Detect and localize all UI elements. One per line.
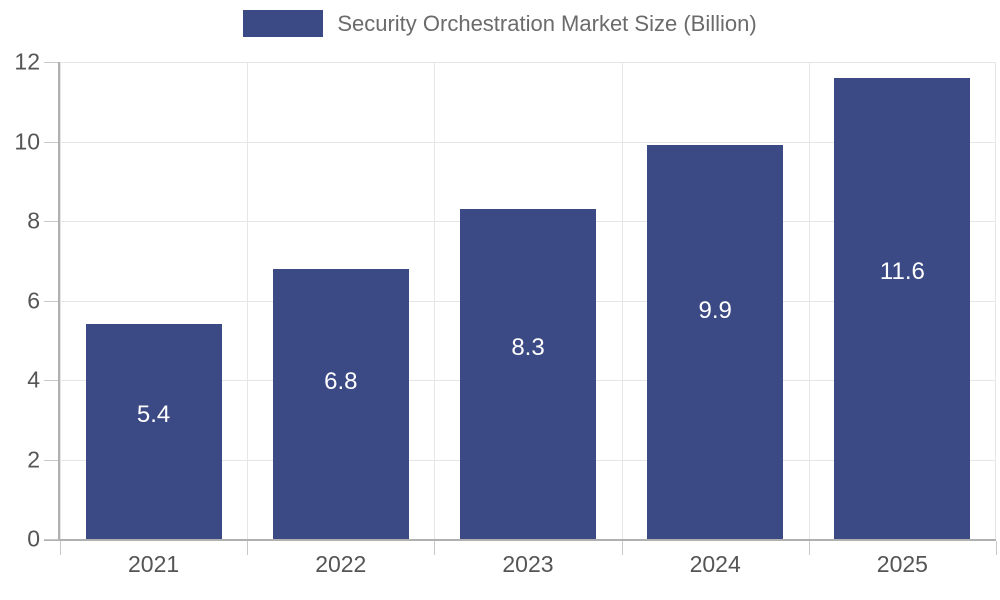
x-axis-tick-label: 2025 xyxy=(876,551,928,577)
y-axis-tick-label: 12 xyxy=(14,48,40,75)
x-axis-tick-label: 2021 xyxy=(128,551,180,577)
y-axis-tick-label: 8 xyxy=(27,207,40,234)
vertical-gridline xyxy=(809,62,810,539)
chart-legend: Security Orchestration Market Size (Bill… xyxy=(0,10,1000,37)
y-axis-tick-label: 4 xyxy=(27,366,40,393)
x-axis-tick-label: 2023 xyxy=(502,551,554,577)
y-axis-tick-mark xyxy=(44,300,58,302)
y-axis-tick-label: 6 xyxy=(27,287,40,313)
legend-color-swatch xyxy=(243,10,324,37)
y-axis-tick-mark xyxy=(44,141,58,143)
y-axis-tick-label: 0 xyxy=(27,525,40,552)
y-axis-tick-label: 2 xyxy=(27,446,40,472)
x-axis-tick-label: 2024 xyxy=(689,551,741,577)
vertical-gridline xyxy=(247,62,248,539)
x-axis-tick-mark xyxy=(996,541,997,555)
y-axis-tick-mark xyxy=(44,380,58,381)
x-axis-line xyxy=(44,539,996,541)
y-axis-tick-mark xyxy=(44,62,58,63)
bar[interactable] xyxy=(834,77,971,539)
vertical-gridline xyxy=(622,62,623,539)
x-axis-tick-mark xyxy=(622,541,623,555)
x-axis-tick-mark xyxy=(60,541,61,555)
bar[interactable] xyxy=(272,268,409,539)
plot-area xyxy=(60,62,996,540)
y-axis-line xyxy=(58,62,60,540)
x-axis-tick-mark xyxy=(247,541,248,555)
y-axis-tick-mark xyxy=(44,539,58,540)
x-axis-tick-mark xyxy=(809,541,810,555)
vertical-gridline xyxy=(60,62,61,539)
x-axis-tick-mark xyxy=(434,541,435,555)
y-axis-tick-label: 10 xyxy=(14,128,40,154)
vertical-gridline xyxy=(434,62,435,539)
bar[interactable] xyxy=(647,145,784,539)
horizontal-gridline xyxy=(60,62,996,63)
y-axis-tick-mark xyxy=(44,221,58,222)
legend-label: Security Orchestration Market Size (Bill… xyxy=(337,11,757,36)
vertical-gridline xyxy=(995,62,996,539)
bar[interactable] xyxy=(85,324,222,539)
y-axis-tick-mark xyxy=(44,459,58,461)
bar[interactable] xyxy=(460,209,596,539)
horizontal-gridline xyxy=(60,141,996,143)
x-axis-tick-label: 2022 xyxy=(315,551,367,577)
